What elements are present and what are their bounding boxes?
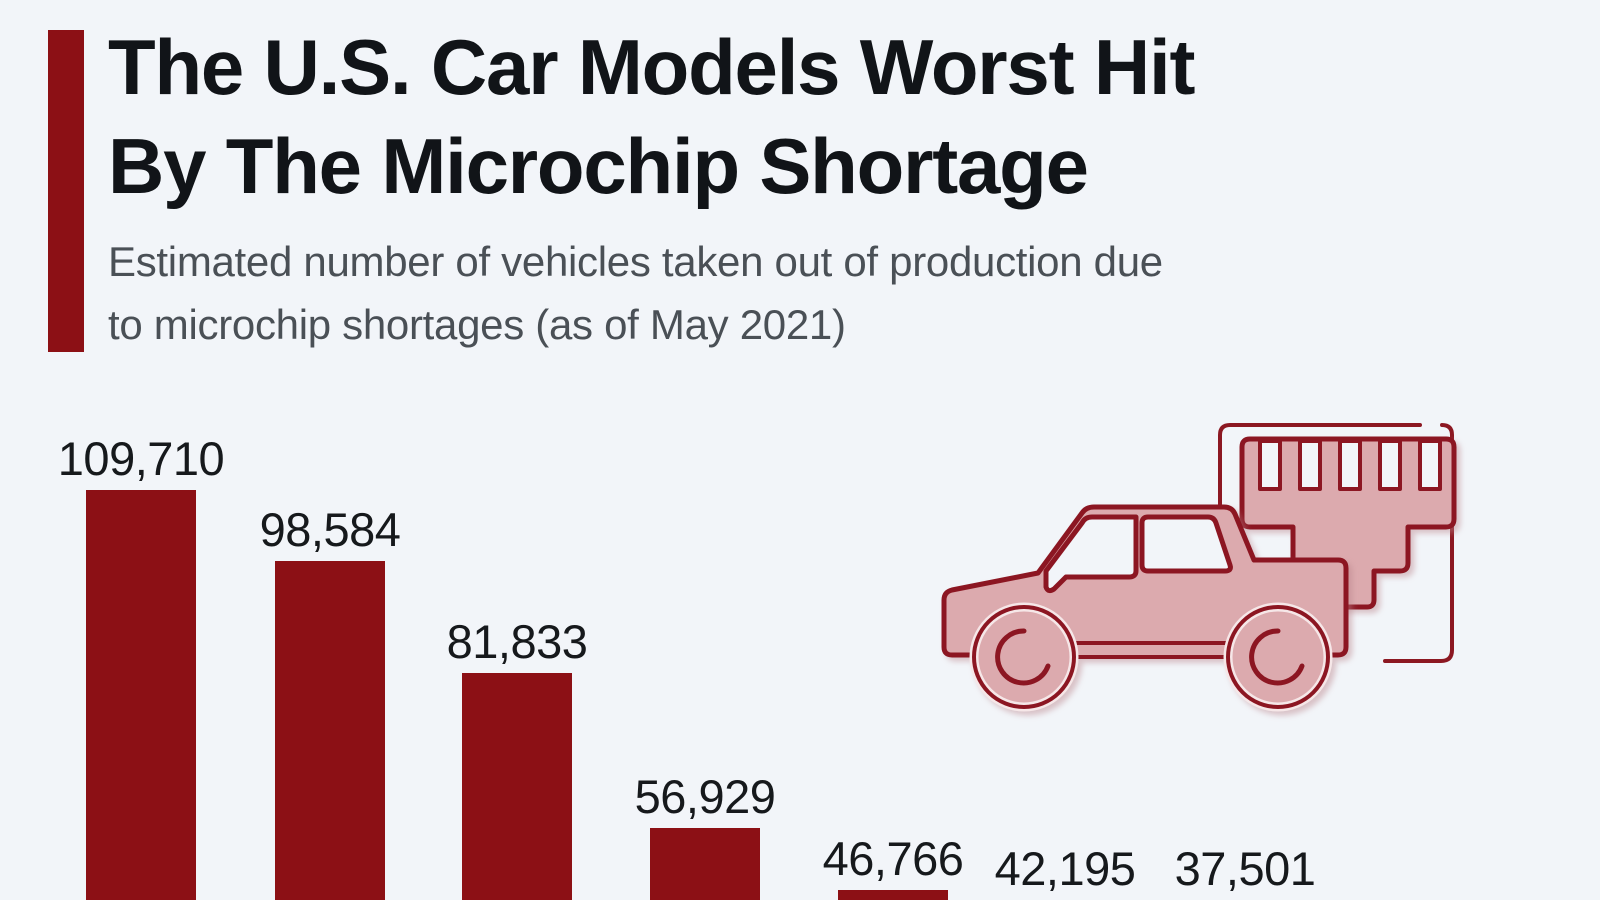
bar-value-label: 81,833: [446, 615, 588, 668]
bar-value-label: 109,710: [57, 432, 225, 485]
bar-value-label: 42,195: [994, 842, 1136, 895]
title-line-1: The U.S. Car Models Worst Hit: [108, 23, 1195, 111]
bar-value-label: 98,584: [259, 503, 401, 556]
subtitle-line-1: Estimated number of vehicles taken out o…: [108, 238, 1163, 286]
header: The U.S. Car Models Worst Hit By The Mic…: [0, 0, 1600, 380]
bar-group[interactable]: 46,766: [823, 835, 964, 900]
bar-rect[interactable]: [650, 828, 760, 900]
bar-group[interactable]: 81,833: [447, 618, 588, 900]
page-subtitle: Estimated number of vehicles taken out o…: [108, 230, 1528, 356]
bar-group[interactable]: 109,710: [58, 435, 225, 900]
title-line-2: By The Microchip Shortage: [108, 122, 1089, 211]
bar-chart: 109,710 98,584 81,833 56,929 46,766 42,195 37,…: [0, 380, 1600, 900]
bar-rect[interactable]: [275, 561, 385, 900]
subtitle-line-2: to microchip shortages (as of May 2021): [108, 301, 846, 349]
bar-rect[interactable]: [462, 673, 572, 900]
bar-value-label: 37,501: [1174, 842, 1316, 895]
bar-value-label: 56,929: [634, 770, 776, 823]
bar-group[interactable]: 56,929: [635, 773, 776, 900]
bar-rect[interactable]: [838, 890, 948, 900]
bar-group[interactable]: 98,584: [260, 506, 401, 900]
bar-value-label: 46,766: [822, 832, 964, 885]
accent-bar: [48, 30, 84, 352]
title-block: The U.S. Car Models Worst Hit By The Mic…: [108, 18, 1528, 356]
bar-rect[interactable]: [86, 490, 196, 900]
page-title: The U.S. Car Models Worst Hit By The Mic…: [108, 18, 1528, 216]
